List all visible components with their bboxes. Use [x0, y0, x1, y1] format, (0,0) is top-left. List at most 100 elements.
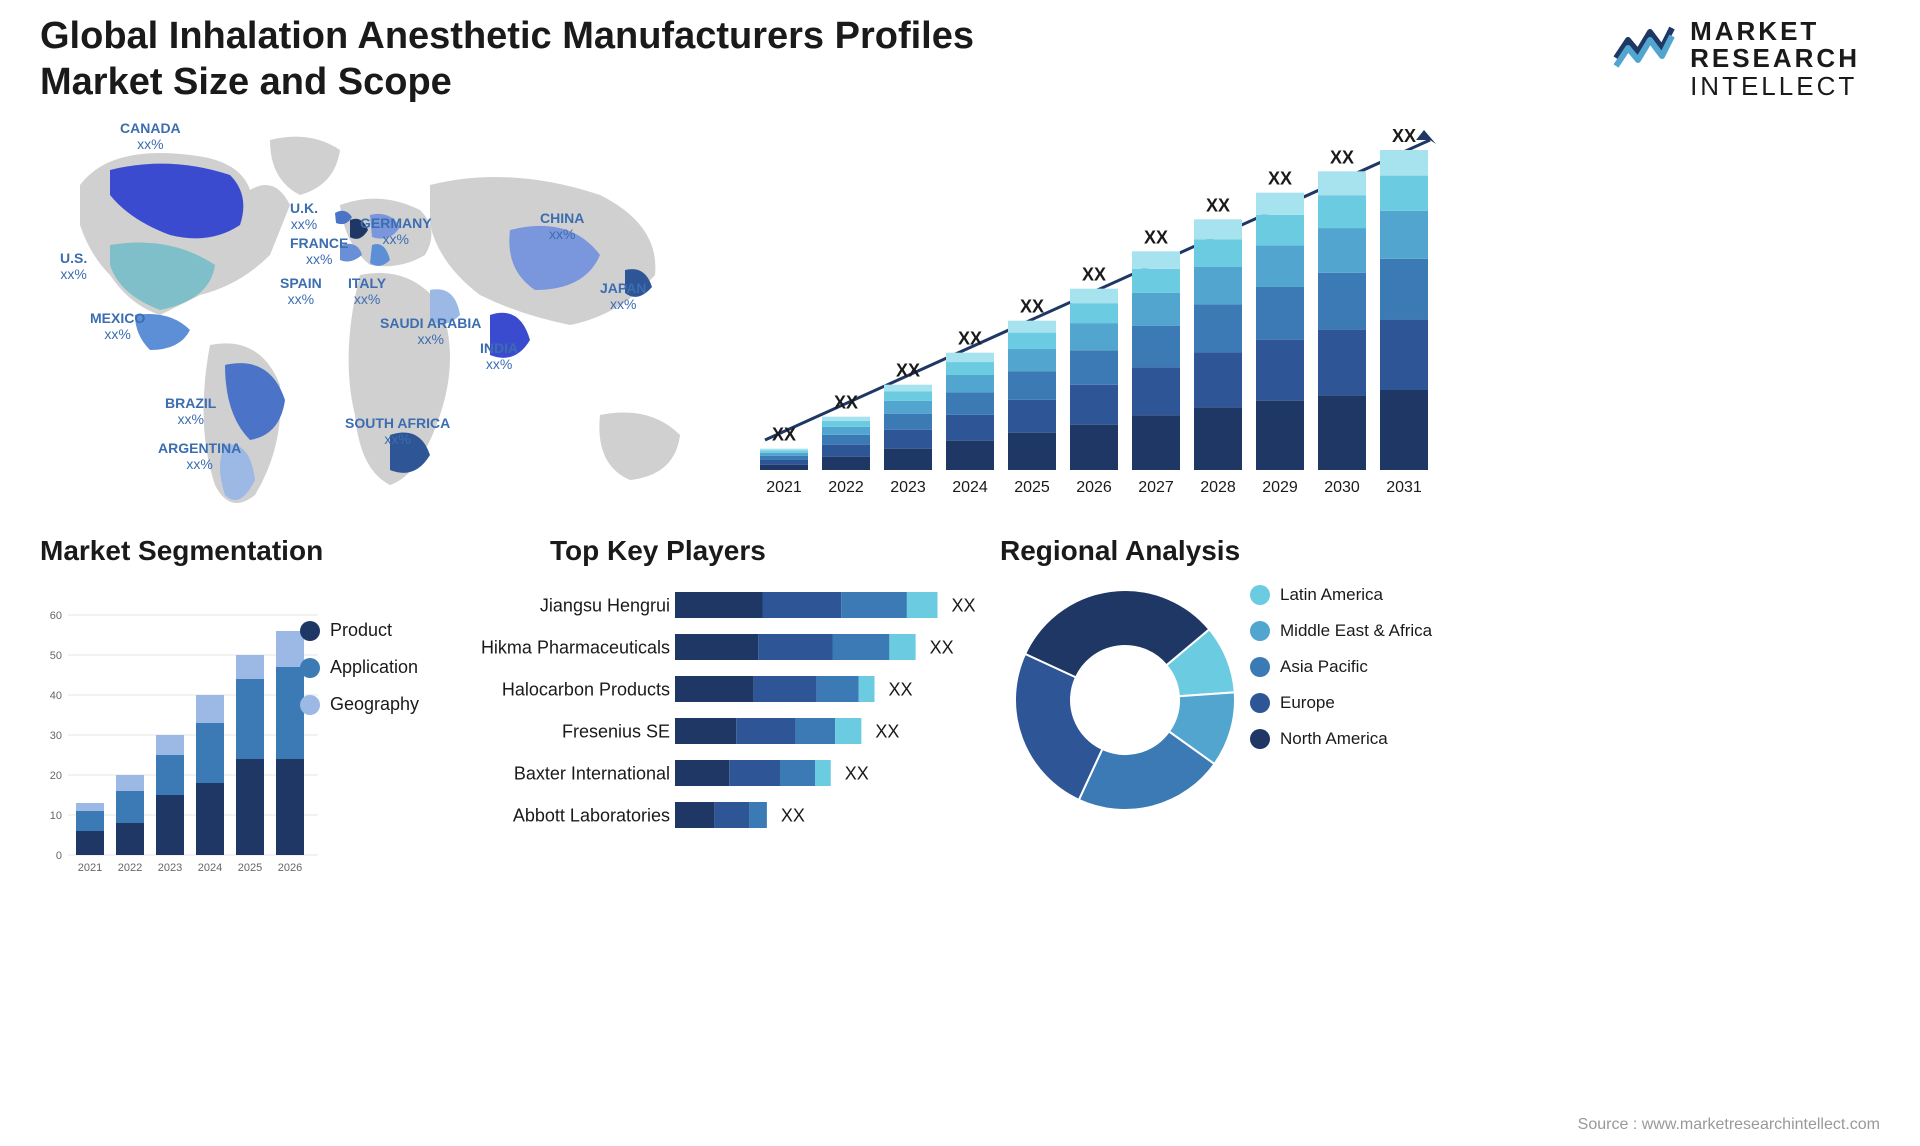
regional-legend-item: Middle East & Africa — [1250, 621, 1432, 641]
segmentation-legend-item: Product — [300, 620, 419, 641]
map-label-saudi-arabia: SAUDI ARABIAxx% — [380, 315, 481, 347]
svg-text:XX: XX — [772, 425, 796, 445]
svg-text:Halocarbon Products: Halocarbon Products — [502, 680, 670, 700]
legend-dot-icon — [300, 658, 320, 678]
svg-text:60: 60 — [50, 610, 62, 622]
svg-text:XX: XX — [1206, 195, 1230, 215]
map-label-south-africa: SOUTH AFRICAxx% — [345, 415, 450, 447]
regional-legend-item: Asia Pacific — [1250, 657, 1432, 677]
growth-chart: XX 2021 XX 2022 XX 2023 XX 2024 XX 2025 XX 2026 XX 20… — [760, 120, 1440, 510]
svg-text:XX: XX — [1082, 265, 1106, 285]
legend-dot-icon — [300, 621, 320, 641]
legend-label: Middle East & Africa — [1280, 621, 1432, 641]
legend-dot-icon — [1250, 585, 1270, 605]
map-label-china: CHINAxx% — [540, 210, 584, 242]
svg-text:XX: XX — [1392, 126, 1416, 146]
svg-text:XX: XX — [1020, 297, 1044, 317]
legend-label: Latin America — [1280, 585, 1383, 605]
svg-text:2031: 2031 — [1386, 479, 1422, 496]
svg-text:XX: XX — [896, 361, 920, 381]
segmentation-chart: 0102030405060202120222023202420252026 — [40, 585, 290, 895]
svg-text:XX: XX — [1330, 147, 1354, 167]
svg-text:2024: 2024 — [952, 479, 988, 496]
logo-text-3: INTELLECT — [1690, 73, 1860, 100]
segmentation-legend-item: Application — [300, 657, 419, 678]
svg-text:10: 10 — [50, 810, 62, 822]
svg-text:2023: 2023 — [158, 862, 182, 874]
svg-text:2022: 2022 — [828, 479, 864, 496]
segmentation-section: Market Segmentation — [40, 535, 500, 567]
regional-legend-item: Latin America — [1250, 585, 1432, 605]
map-label-italy: ITALYxx% — [348, 275, 386, 307]
players-chart-svg: Jiangsu Hengrui XX Hikma Pharmaceuticals XX… — [475, 580, 995, 890]
regional-donut-svg — [1010, 585, 1240, 815]
map-label-canada: CANADAxx% — [120, 120, 181, 152]
svg-text:XX: XX — [952, 596, 976, 616]
svg-text:0: 0 — [56, 850, 62, 862]
svg-text:2024: 2024 — [198, 862, 222, 874]
legend-dot-icon — [1250, 693, 1270, 713]
svg-text:Fresenius SE: Fresenius SE — [562, 722, 670, 742]
regional-donut — [1010, 585, 1240, 815]
regional-section: Regional Analysis — [1000, 535, 1440, 567]
map-label-argentina: ARGENTINAxx% — [158, 440, 241, 472]
legend-label: Asia Pacific — [1280, 657, 1368, 677]
map-label-japan: JAPANxx% — [600, 280, 646, 312]
legend-dot-icon — [300, 695, 320, 715]
svg-text:XX: XX — [1144, 227, 1168, 247]
players-section: Top Key Players — [550, 535, 1010, 567]
svg-text:XX: XX — [845, 764, 869, 784]
map-label-u-k-: U.K.xx% — [290, 200, 318, 232]
logo-text-1: MARKET — [1690, 18, 1860, 45]
svg-text:XX: XX — [781, 806, 805, 826]
svg-text:2027: 2027 — [1138, 479, 1174, 496]
source-text: Source : www.marketresearchintellect.com — [1578, 1116, 1880, 1134]
svg-text:20: 20 — [50, 770, 62, 782]
map-label-india: INDIAxx% — [480, 340, 518, 372]
legend-label: Application — [330, 657, 418, 678]
regional-legend: Latin America Middle East & Africa Asia Pa… — [1250, 585, 1432, 765]
svg-text:XX: XX — [1268, 169, 1292, 189]
map-label-u-s-: U.S.xx% — [60, 250, 87, 282]
map-label-germany: GERMANYxx% — [360, 215, 432, 247]
segmentation-chart-svg: 0102030405060202120222023202420252026 — [40, 585, 320, 895]
svg-text:2028: 2028 — [1200, 479, 1236, 496]
svg-text:2021: 2021 — [766, 479, 802, 496]
svg-text:30: 30 — [50, 730, 62, 742]
svg-text:XX: XX — [889, 680, 913, 700]
svg-text:2026: 2026 — [278, 862, 302, 874]
regional-legend-item: North America — [1250, 729, 1432, 749]
svg-text:2023: 2023 — [890, 479, 926, 496]
map-label-spain: SPAINxx% — [280, 275, 322, 307]
world-map: CANADAxx%U.S.xx%MEXICOxx%BRAZILxx%ARGENT… — [40, 115, 730, 525]
svg-text:XX: XX — [834, 393, 858, 413]
svg-text:Jiangsu Hengrui: Jiangsu Hengrui — [540, 596, 670, 616]
players-chart: Jiangsu Hengrui XX Hikma Pharmaceuticals XX… — [475, 580, 995, 890]
regional-legend-item: Europe — [1250, 693, 1432, 713]
svg-text:Abbott Laboratories: Abbott Laboratories — [513, 806, 670, 826]
svg-text:2026: 2026 — [1076, 479, 1112, 496]
legend-label: Product — [330, 620, 392, 641]
svg-text:2021: 2021 — [78, 862, 102, 874]
svg-text:XX: XX — [930, 638, 954, 658]
growth-chart-svg: XX 2021 XX 2022 XX 2023 XX 2024 XX 2025 XX 2026 XX 20… — [760, 120, 1440, 510]
map-label-france: FRANCExx% — [290, 235, 348, 267]
legend-label: Europe — [1280, 693, 1335, 713]
svg-text:Baxter International: Baxter International — [514, 764, 670, 784]
svg-text:40: 40 — [50, 690, 62, 702]
logo-text-2: RESEARCH — [1690, 45, 1860, 72]
segmentation-legend-item: Geography — [300, 694, 419, 715]
regional-title: Regional Analysis — [1000, 535, 1440, 567]
svg-text:Hikma Pharmaceuticals: Hikma Pharmaceuticals — [481, 638, 670, 658]
svg-text:XX: XX — [958, 329, 982, 349]
svg-text:2029: 2029 — [1262, 479, 1298, 496]
map-label-brazil: BRAZILxx% — [165, 395, 216, 427]
svg-text:2022: 2022 — [118, 862, 142, 874]
svg-text:2025: 2025 — [1014, 479, 1050, 496]
svg-text:2025: 2025 — [238, 862, 262, 874]
players-title: Top Key Players — [550, 535, 1010, 567]
segmentation-legend: Product Application Geography — [300, 620, 419, 731]
legend-label: Geography — [330, 694, 419, 715]
segmentation-title: Market Segmentation — [40, 535, 500, 567]
legend-dot-icon — [1250, 729, 1270, 749]
